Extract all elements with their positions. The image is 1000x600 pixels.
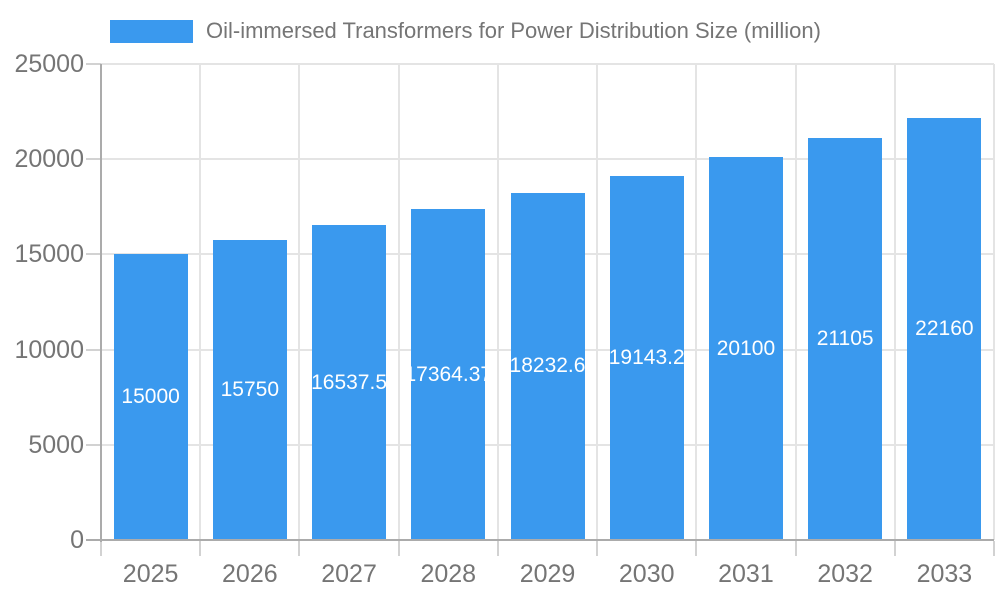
legend[interactable]: Oil-immersed Transformers for Power Dist… [110, 18, 821, 44]
bar-value-label: 18232.6 [509, 354, 586, 378]
bar-2026[interactable] [212, 240, 287, 540]
y-tick-mark [86, 158, 101, 161]
x-gridline [298, 64, 301, 540]
x-axis-tick-label: 2030 [618, 560, 675, 588]
x-tick-mark [199, 541, 202, 556]
x-axis-tick-label: 2033 [916, 560, 973, 588]
y-axis-tick-label: 15000 [14, 240, 84, 269]
bar-2025[interactable] [113, 254, 188, 540]
legend-swatch [110, 19, 193, 43]
x-axis-tick-label: 2025 [122, 560, 179, 588]
y-axis-tick-label: 0 [70, 526, 84, 554]
x-tick-mark [596, 541, 599, 556]
x-gridline [695, 64, 698, 540]
x-tick-mark [794, 541, 797, 556]
x-axis-tick-label: 2026 [222, 560, 278, 588]
y-tick-mark [86, 63, 101, 65]
bar-value-label: 16537.5 [311, 370, 388, 394]
x-tick-mark [397, 541, 400, 556]
x-tick-mark [893, 541, 896, 556]
x-tick-mark [496, 541, 499, 556]
y-tick-mark [86, 443, 101, 446]
y-axis-tick-label: 20000 [14, 145, 84, 174]
bar-2033[interactable] [907, 118, 982, 540]
x-gridline [199, 64, 202, 540]
bar-value-label: 15750 [220, 378, 280, 402]
y-tick-mark [86, 253, 101, 256]
bar-value-label: 19143.2 [608, 345, 685, 369]
x-axis-tick-label: 2029 [519, 560, 576, 588]
x-gridline [596, 64, 599, 540]
x-gridline [893, 64, 896, 540]
bar-value-label: 22160 [915, 317, 974, 341]
x-tick-mark [993, 541, 995, 556]
y-axis-tick-label: 10000 [14, 335, 84, 364]
bar-2029[interactable] [510, 192, 585, 540]
x-gridline [397, 64, 400, 540]
x-tick-mark [100, 541, 102, 556]
x-axis-tick-label: 2031 [718, 560, 774, 588]
bar-2031[interactable] [708, 157, 783, 540]
x-gridline [794, 64, 797, 540]
x-axis-tick-label: 2032 [817, 560, 873, 588]
bar-value-label: 17364.37 [404, 362, 493, 386]
y-tick-mark [86, 348, 101, 351]
x-gridline [496, 64, 499, 540]
x-axis-tick-label: 2027 [321, 560, 377, 588]
bar-2030[interactable] [609, 175, 684, 540]
y-axis-line [100, 64, 102, 542]
y-gridline [101, 63, 994, 65]
legend-label: Oil-immersed Transformers for Power Dist… [206, 18, 821, 43]
x-tick-mark [695, 541, 698, 556]
y-axis-tick-label: 25000 [14, 50, 84, 78]
x-axis-tick-label: 2028 [420, 560, 477, 588]
x-tick-mark [298, 541, 301, 556]
x-gridline [993, 64, 995, 540]
bar-value-label: 15000 [121, 385, 180, 409]
x-axis-line [86, 539, 994, 541]
y-gridline [101, 158, 994, 161]
bar-value-label: 21105 [816, 327, 874, 351]
bar-2028[interactable] [411, 209, 486, 540]
bar-2027[interactable] [312, 225, 387, 540]
bar-value-label: 20100 [716, 336, 776, 360]
bar-2032[interactable] [808, 138, 883, 540]
y-axis-tick-label: 5000 [28, 430, 84, 459]
